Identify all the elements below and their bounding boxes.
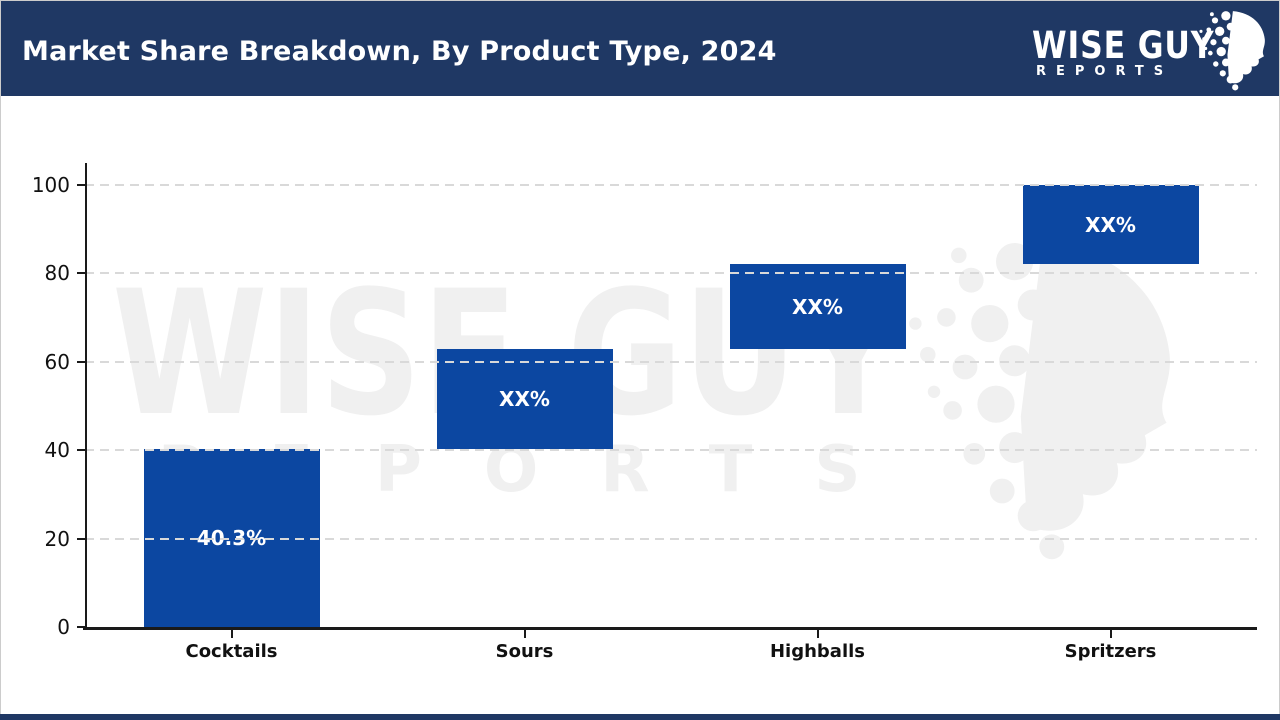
footer-bar	[0, 714, 1280, 720]
bar-highballs: XX%	[729, 264, 906, 350]
logo-face-icon	[1199, 11, 1265, 91]
y-tick-mark	[77, 449, 85, 452]
gridline-40	[85, 449, 1257, 452]
wise-guy-logo: WISE GUY REPORTS	[1012, 6, 1265, 92]
y-tick-label: 80	[44, 261, 70, 286]
header-bar: Market Share Breakdown, By Product Type,…	[0, 0, 1280, 96]
bar-value-label: XX%	[499, 387, 550, 412]
logo-wordmark: WISE GUY	[1032, 24, 1215, 67]
y-tick-label: 100	[31, 173, 70, 197]
category-label-highballs: Highballs	[769, 641, 866, 662]
x-tick-mark	[230, 630, 233, 638]
y-tick-label: 0	[57, 615, 70, 639]
gridline-80	[85, 272, 1257, 275]
y-tick-label: 20	[44, 526, 70, 551]
x-tick-mark	[523, 630, 526, 638]
bar-value-label: XX%	[792, 294, 843, 319]
y-tick-mark	[77, 537, 85, 540]
y-axis-spine	[85, 163, 87, 627]
category-label-spritzers: Spritzers	[1064, 641, 1157, 662]
x-tick-mark	[816, 630, 819, 638]
bar-value-label: XX%	[1085, 212, 1136, 237]
x-tick-mark	[1109, 630, 1112, 638]
bar-spritzers: XX%	[1022, 185, 1199, 265]
y-tick-mark	[77, 626, 85, 628]
x-axis-spine	[83, 627, 1257, 630]
y-tick-mark	[77, 184, 85, 186]
y-tick-label: 40	[44, 438, 70, 463]
gridline-60	[85, 360, 1257, 363]
category-label-cocktails: Cocktails	[185, 641, 278, 662]
gridline-20	[85, 537, 1257, 540]
y-tick-mark	[77, 360, 85, 363]
page-title: Market Share Breakdown, By Product Type,…	[22, 36, 777, 67]
gridline-100	[85, 184, 1257, 186]
y-tick-mark	[77, 272, 85, 275]
logo-subtitle: REPORTS	[1036, 64, 1174, 79]
category-label-sours: Sours	[495, 641, 554, 662]
y-tick-label: 60	[44, 349, 70, 374]
bar-sours: XX%	[436, 349, 613, 449]
